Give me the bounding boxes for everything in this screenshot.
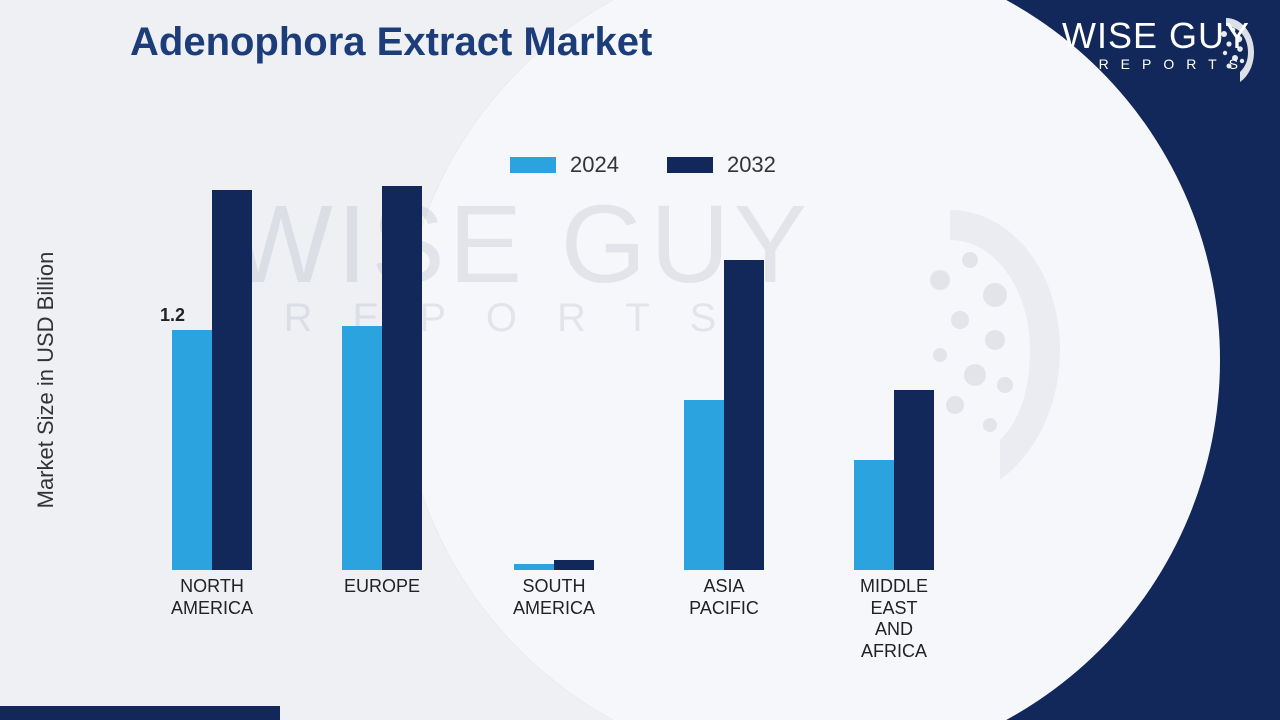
bar-group: SOUTHAMERICA [494, 560, 614, 570]
page: WISE GUY REPORTS Adenophora Extract Mark… [0, 0, 1280, 720]
bar [342, 326, 382, 570]
bar [554, 560, 594, 570]
plot-area: NORTHAMERICA EUROPE SOUTHAMERICA ASIAPACIFI… [112, 170, 972, 570]
bar [514, 564, 554, 570]
bar [894, 390, 934, 570]
bottom-accent-strip [0, 706, 280, 720]
value-label: 1.2 [160, 305, 185, 326]
bar-group: EUROPE [322, 186, 442, 570]
category-label: EUROPE [312, 576, 452, 598]
brand-head-icon [1196, 16, 1256, 86]
bar-group: NORTHAMERICA [152, 190, 272, 570]
category-label: ASIAPACIFIC [654, 576, 794, 619]
chart: Market Size in USD Billion NORTHAMERICAE… [92, 160, 972, 600]
bar [724, 260, 764, 570]
bar-group: ASIAPACIFIC [664, 260, 784, 570]
bar [172, 330, 212, 570]
bar [854, 460, 894, 570]
bar [382, 186, 422, 570]
category-label: MIDDLEEASTANDAFRICA [824, 576, 964, 662]
bar [684, 400, 724, 570]
y-axis-label: Market Size in USD Billion [33, 252, 59, 509]
chart-title: Adenophora Extract Market [130, 20, 652, 65]
category-label: NORTHAMERICA [142, 576, 282, 619]
bar-group: MIDDLEEASTANDAFRICA [834, 390, 954, 570]
brand-logo: WISE GUY REPORTS [1062, 18, 1250, 72]
category-label: SOUTHAMERICA [484, 576, 624, 619]
bar [212, 190, 252, 570]
